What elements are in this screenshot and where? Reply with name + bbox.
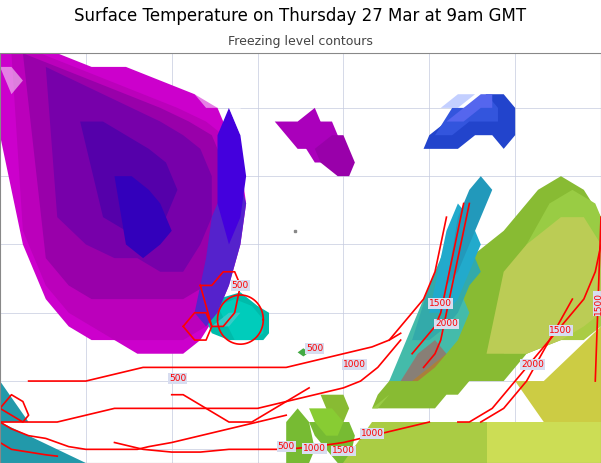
Polygon shape [114,176,172,258]
Polygon shape [297,121,343,163]
Polygon shape [441,94,475,108]
Polygon shape [0,53,246,354]
Polygon shape [29,53,52,67]
Text: 1500: 1500 [332,446,355,456]
Text: 2000: 2000 [521,360,544,369]
Polygon shape [343,422,601,463]
Polygon shape [412,231,481,340]
Polygon shape [561,244,601,340]
Polygon shape [487,217,601,354]
Polygon shape [212,313,240,326]
Polygon shape [372,367,412,408]
Polygon shape [229,108,246,135]
Polygon shape [195,94,218,108]
Polygon shape [372,176,601,408]
Polygon shape [0,422,86,463]
Text: 500: 500 [232,281,249,290]
Text: 500: 500 [278,442,295,451]
Polygon shape [401,340,447,381]
Polygon shape [206,292,269,340]
Text: 1000: 1000 [361,429,383,438]
Text: Freezing level contours: Freezing level contours [228,35,373,48]
Polygon shape [504,190,601,354]
Text: 500: 500 [306,344,323,353]
Polygon shape [183,306,200,326]
Polygon shape [389,272,469,381]
Polygon shape [11,53,240,340]
Polygon shape [447,176,492,285]
Text: 1000: 1000 [304,444,326,453]
Text: Surface Temperature on Thursday 27 Mar at 9am GMT: Surface Temperature on Thursday 27 Mar a… [75,7,526,25]
Text: 1000: 1000 [343,360,367,369]
Polygon shape [320,394,349,422]
Text: 1500: 1500 [429,299,452,308]
Polygon shape [0,381,29,422]
Polygon shape [435,94,498,135]
Polygon shape [195,163,246,326]
Polygon shape [429,203,481,313]
Polygon shape [447,94,492,121]
Polygon shape [487,422,601,463]
Polygon shape [515,326,601,422]
Text: 2000: 2000 [435,319,458,328]
Text: 1500: 1500 [594,292,601,315]
Polygon shape [309,422,355,463]
Text: 1500: 1500 [549,326,572,335]
Polygon shape [218,108,246,244]
Polygon shape [0,67,23,94]
Polygon shape [80,121,177,231]
Text: 500: 500 [169,374,186,383]
Polygon shape [424,94,515,149]
Polygon shape [46,67,212,272]
Polygon shape [297,348,309,357]
Polygon shape [23,53,229,299]
Polygon shape [218,299,263,340]
Polygon shape [315,135,355,176]
Polygon shape [309,408,343,436]
Polygon shape [286,408,315,463]
Polygon shape [275,108,326,149]
